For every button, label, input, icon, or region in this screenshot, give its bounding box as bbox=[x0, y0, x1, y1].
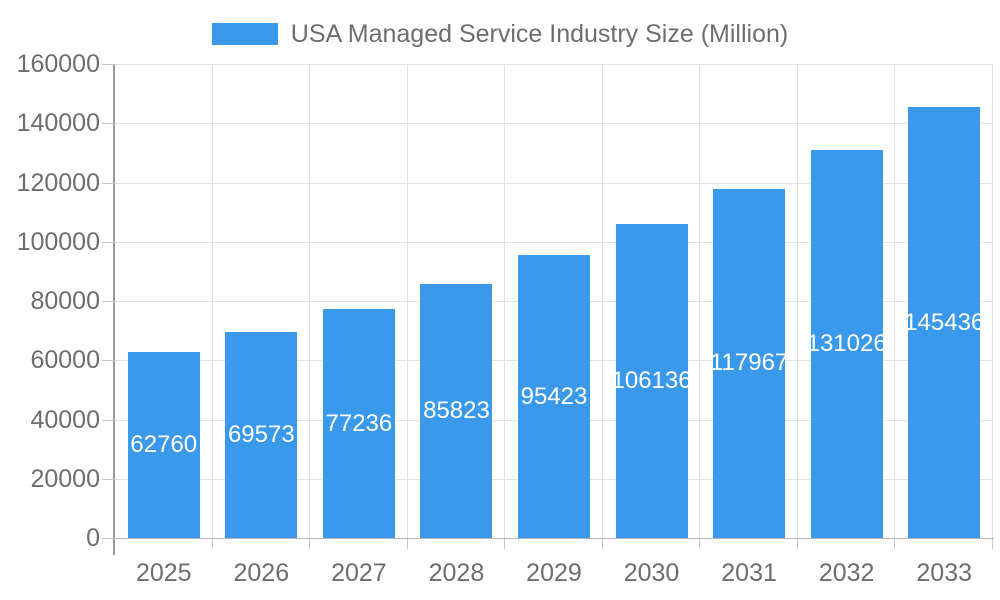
y-axis-label: 140000 bbox=[16, 109, 100, 138]
y-axis-label: 0 bbox=[86, 524, 100, 552]
bar-value-label: 95423 bbox=[520, 382, 588, 410]
x-axis-label: 2033 bbox=[916, 559, 973, 587]
gridline-vertical bbox=[699, 64, 701, 538]
x-axis-label: 2032 bbox=[818, 559, 875, 587]
bar-value-label: 145436 bbox=[904, 308, 985, 336]
x-axis-tick bbox=[699, 539, 701, 549]
gridline-vertical bbox=[309, 64, 311, 538]
y-axis-label: 20000 bbox=[30, 464, 100, 493]
x-axis-label: 2027 bbox=[331, 559, 387, 587]
y-axis-label: 80000 bbox=[30, 287, 100, 315]
bar-value-label: 77236 bbox=[325, 409, 393, 437]
y-axis-tick bbox=[102, 301, 114, 302]
x-axis-label: 2030 bbox=[623, 559, 680, 587]
y-axis-tick bbox=[102, 182, 114, 184]
x-axis-tick bbox=[796, 539, 798, 549]
x-axis-tick bbox=[504, 539, 506, 549]
gridline-vertical bbox=[894, 64, 896, 538]
x-axis-tick bbox=[601, 539, 603, 549]
bar[interactable] bbox=[615, 223, 688, 538]
bar-value-label: 62760 bbox=[130, 431, 198, 459]
y-axis-label: 100000 bbox=[16, 227, 100, 256]
bar[interactable] bbox=[420, 283, 493, 538]
bar-value-label: 69573 bbox=[227, 420, 295, 448]
bar[interactable] bbox=[127, 352, 200, 538]
x-axis-tick bbox=[992, 539, 993, 549]
gridline-horizontal bbox=[115, 241, 993, 243]
y-axis-line bbox=[113, 64, 115, 555]
gridline-vertical bbox=[601, 64, 603, 538]
bar[interactable] bbox=[713, 188, 786, 538]
bar-value-label: 131026 bbox=[806, 329, 887, 357]
legend-label: USA Managed Service Industry Size (Milli… bbox=[290, 19, 789, 48]
bar[interactable] bbox=[908, 107, 981, 538]
y-axis-tick bbox=[102, 478, 114, 480]
bar[interactable] bbox=[518, 255, 590, 538]
y-axis-tick bbox=[102, 123, 114, 125]
x-axis-tick bbox=[309, 539, 311, 549]
y-axis-label: 160000 bbox=[16, 50, 100, 78]
bar[interactable] bbox=[810, 149, 883, 538]
x-axis-baseline bbox=[114, 538, 994, 539]
x-axis-tick bbox=[406, 539, 408, 549]
y-axis-label: 40000 bbox=[30, 405, 100, 434]
x-axis-label: 2029 bbox=[526, 559, 582, 587]
gridline-horizontal bbox=[115, 64, 993, 65]
y-axis-label: 60000 bbox=[30, 346, 100, 375]
gridline-horizontal bbox=[115, 182, 993, 184]
bar-value-label: 106136 bbox=[611, 366, 692, 394]
gridline-vertical bbox=[406, 64, 408, 538]
y-axis-label: 120000 bbox=[16, 168, 100, 197]
bar[interactable] bbox=[322, 309, 395, 538]
bar-value-label: 117967 bbox=[709, 349, 789, 377]
x-axis-tick bbox=[894, 539, 896, 549]
gridline-vertical bbox=[504, 64, 506, 538]
x-axis-label: 2028 bbox=[428, 559, 485, 587]
plot-area: 62760 69573 77236 85823 95423 106136 117967 131… bbox=[115, 64, 993, 538]
y-axis-tick bbox=[102, 64, 114, 65]
gridline-horizontal bbox=[115, 123, 993, 125]
x-axis-label: 2025 bbox=[135, 559, 192, 587]
legend-item[interactable]: USA Managed Service Industry Size (Milli… bbox=[211, 19, 789, 49]
y-axis-tick bbox=[102, 538, 114, 539]
x-axis-label: 2031 bbox=[721, 559, 777, 587]
y-axis-tick bbox=[102, 360, 114, 362]
x-axis-tick bbox=[211, 539, 213, 549]
gridline-vertical bbox=[211, 64, 213, 538]
x-axis-label: 2026 bbox=[233, 559, 290, 587]
legend-swatch-icon bbox=[211, 23, 278, 45]
y-axis-tick bbox=[102, 241, 114, 243]
bar-value-label: 85823 bbox=[423, 396, 490, 424]
bar[interactable] bbox=[225, 331, 298, 538]
gridline-vertical bbox=[796, 64, 798, 538]
gridline-vertical bbox=[992, 64, 993, 538]
y-axis-tick bbox=[102, 419, 114, 421]
chart-legend: USA Managed Service Industry Size (Milli… bbox=[0, 20, 1000, 48]
